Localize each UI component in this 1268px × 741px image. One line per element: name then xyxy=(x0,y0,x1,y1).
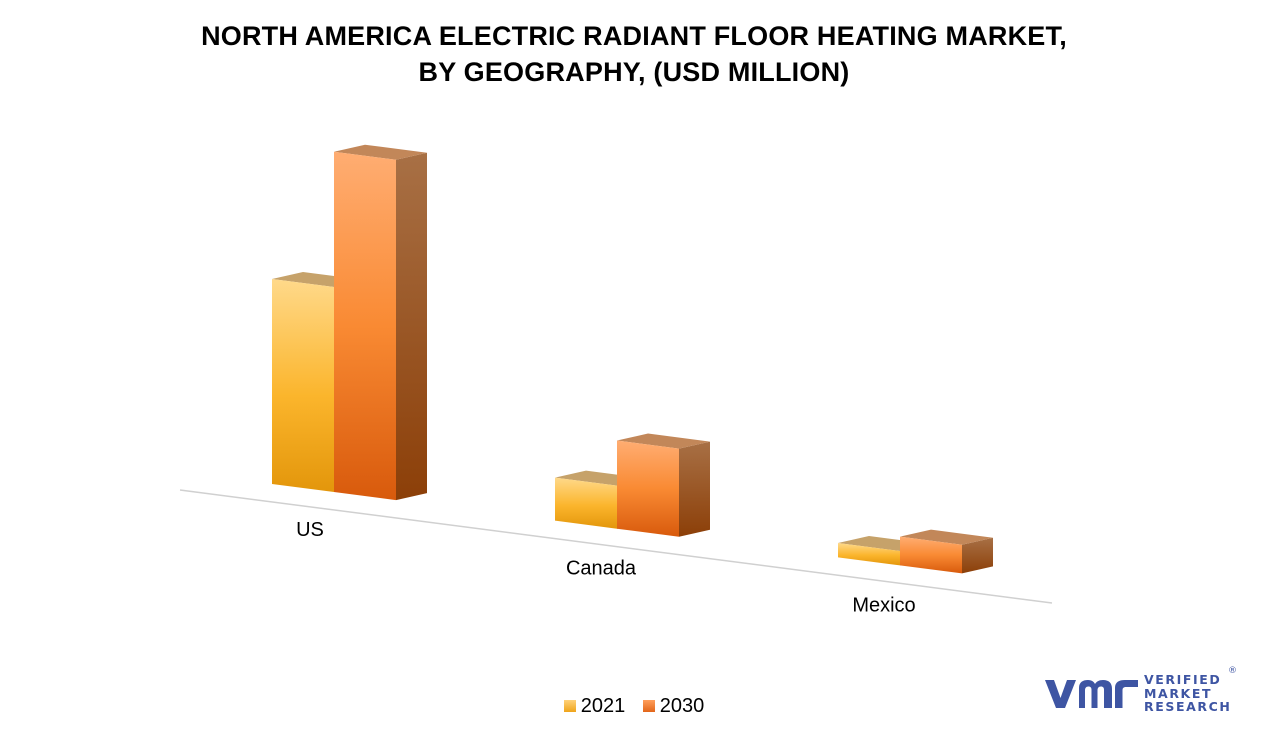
verified-market-research-logo: VERIFIED MARKET RESEARCH ® xyxy=(1043,666,1243,722)
category-label-us: US xyxy=(296,519,324,541)
legend-swatch-2021 xyxy=(563,700,576,712)
vmr-logo-mark-icon xyxy=(1045,680,1138,708)
bar-front-face xyxy=(900,536,962,574)
x-axis-line xyxy=(179,489,1053,604)
chart-title: NORTH AMERICA ELECTRIC RADIANT FLOOR HEA… xyxy=(0,18,1268,90)
bar-side-face xyxy=(962,537,993,574)
logo-line-2: MARKET xyxy=(1144,685,1213,701)
registered-mark: ® xyxy=(1228,666,1237,676)
logo-line-3: RESEARCH xyxy=(1144,699,1232,714)
chart-title-line-2: BY GEOGRAPHY, (USD MILLION) xyxy=(418,57,850,87)
bar-front-face xyxy=(334,151,396,501)
bar-front-face xyxy=(272,279,334,493)
chart-title-line-1: NORTH AMERICA ELECTRIC RADIANT FLOOR HEA… xyxy=(201,21,1067,51)
bar-mexico-2030 xyxy=(900,529,993,574)
bar-front-face xyxy=(555,477,617,529)
bar-us-2030 xyxy=(334,144,427,501)
category-labels: US Canada Mexico xyxy=(296,519,916,616)
category-label-mexico: Mexico xyxy=(852,594,915,616)
legend-swatch-2030 xyxy=(642,700,655,712)
legend-label-2021: 2021 xyxy=(580,695,626,717)
legend: 2021 2030 xyxy=(0,693,1268,719)
logo-line-1: VERIFIED xyxy=(1144,672,1222,687)
bars-group xyxy=(272,144,993,574)
bar-front-face xyxy=(617,440,679,537)
bar-top-face xyxy=(617,433,710,449)
logo-text: VERIFIED MARKET RESEARCH xyxy=(1144,673,1231,714)
bar-side-face xyxy=(396,152,427,501)
category-label-canada: Canada xyxy=(566,558,637,580)
legend-item-2030: 2030 xyxy=(642,693,705,719)
bar-top-face xyxy=(334,144,427,160)
legend-item-2021: 2021 xyxy=(563,693,626,719)
bar-front-face xyxy=(838,542,900,566)
bar-top-face xyxy=(900,529,993,545)
bar-side-face xyxy=(679,441,710,537)
bar-canada-2030 xyxy=(617,433,710,537)
legend-label-2030: 2030 xyxy=(659,695,705,717)
